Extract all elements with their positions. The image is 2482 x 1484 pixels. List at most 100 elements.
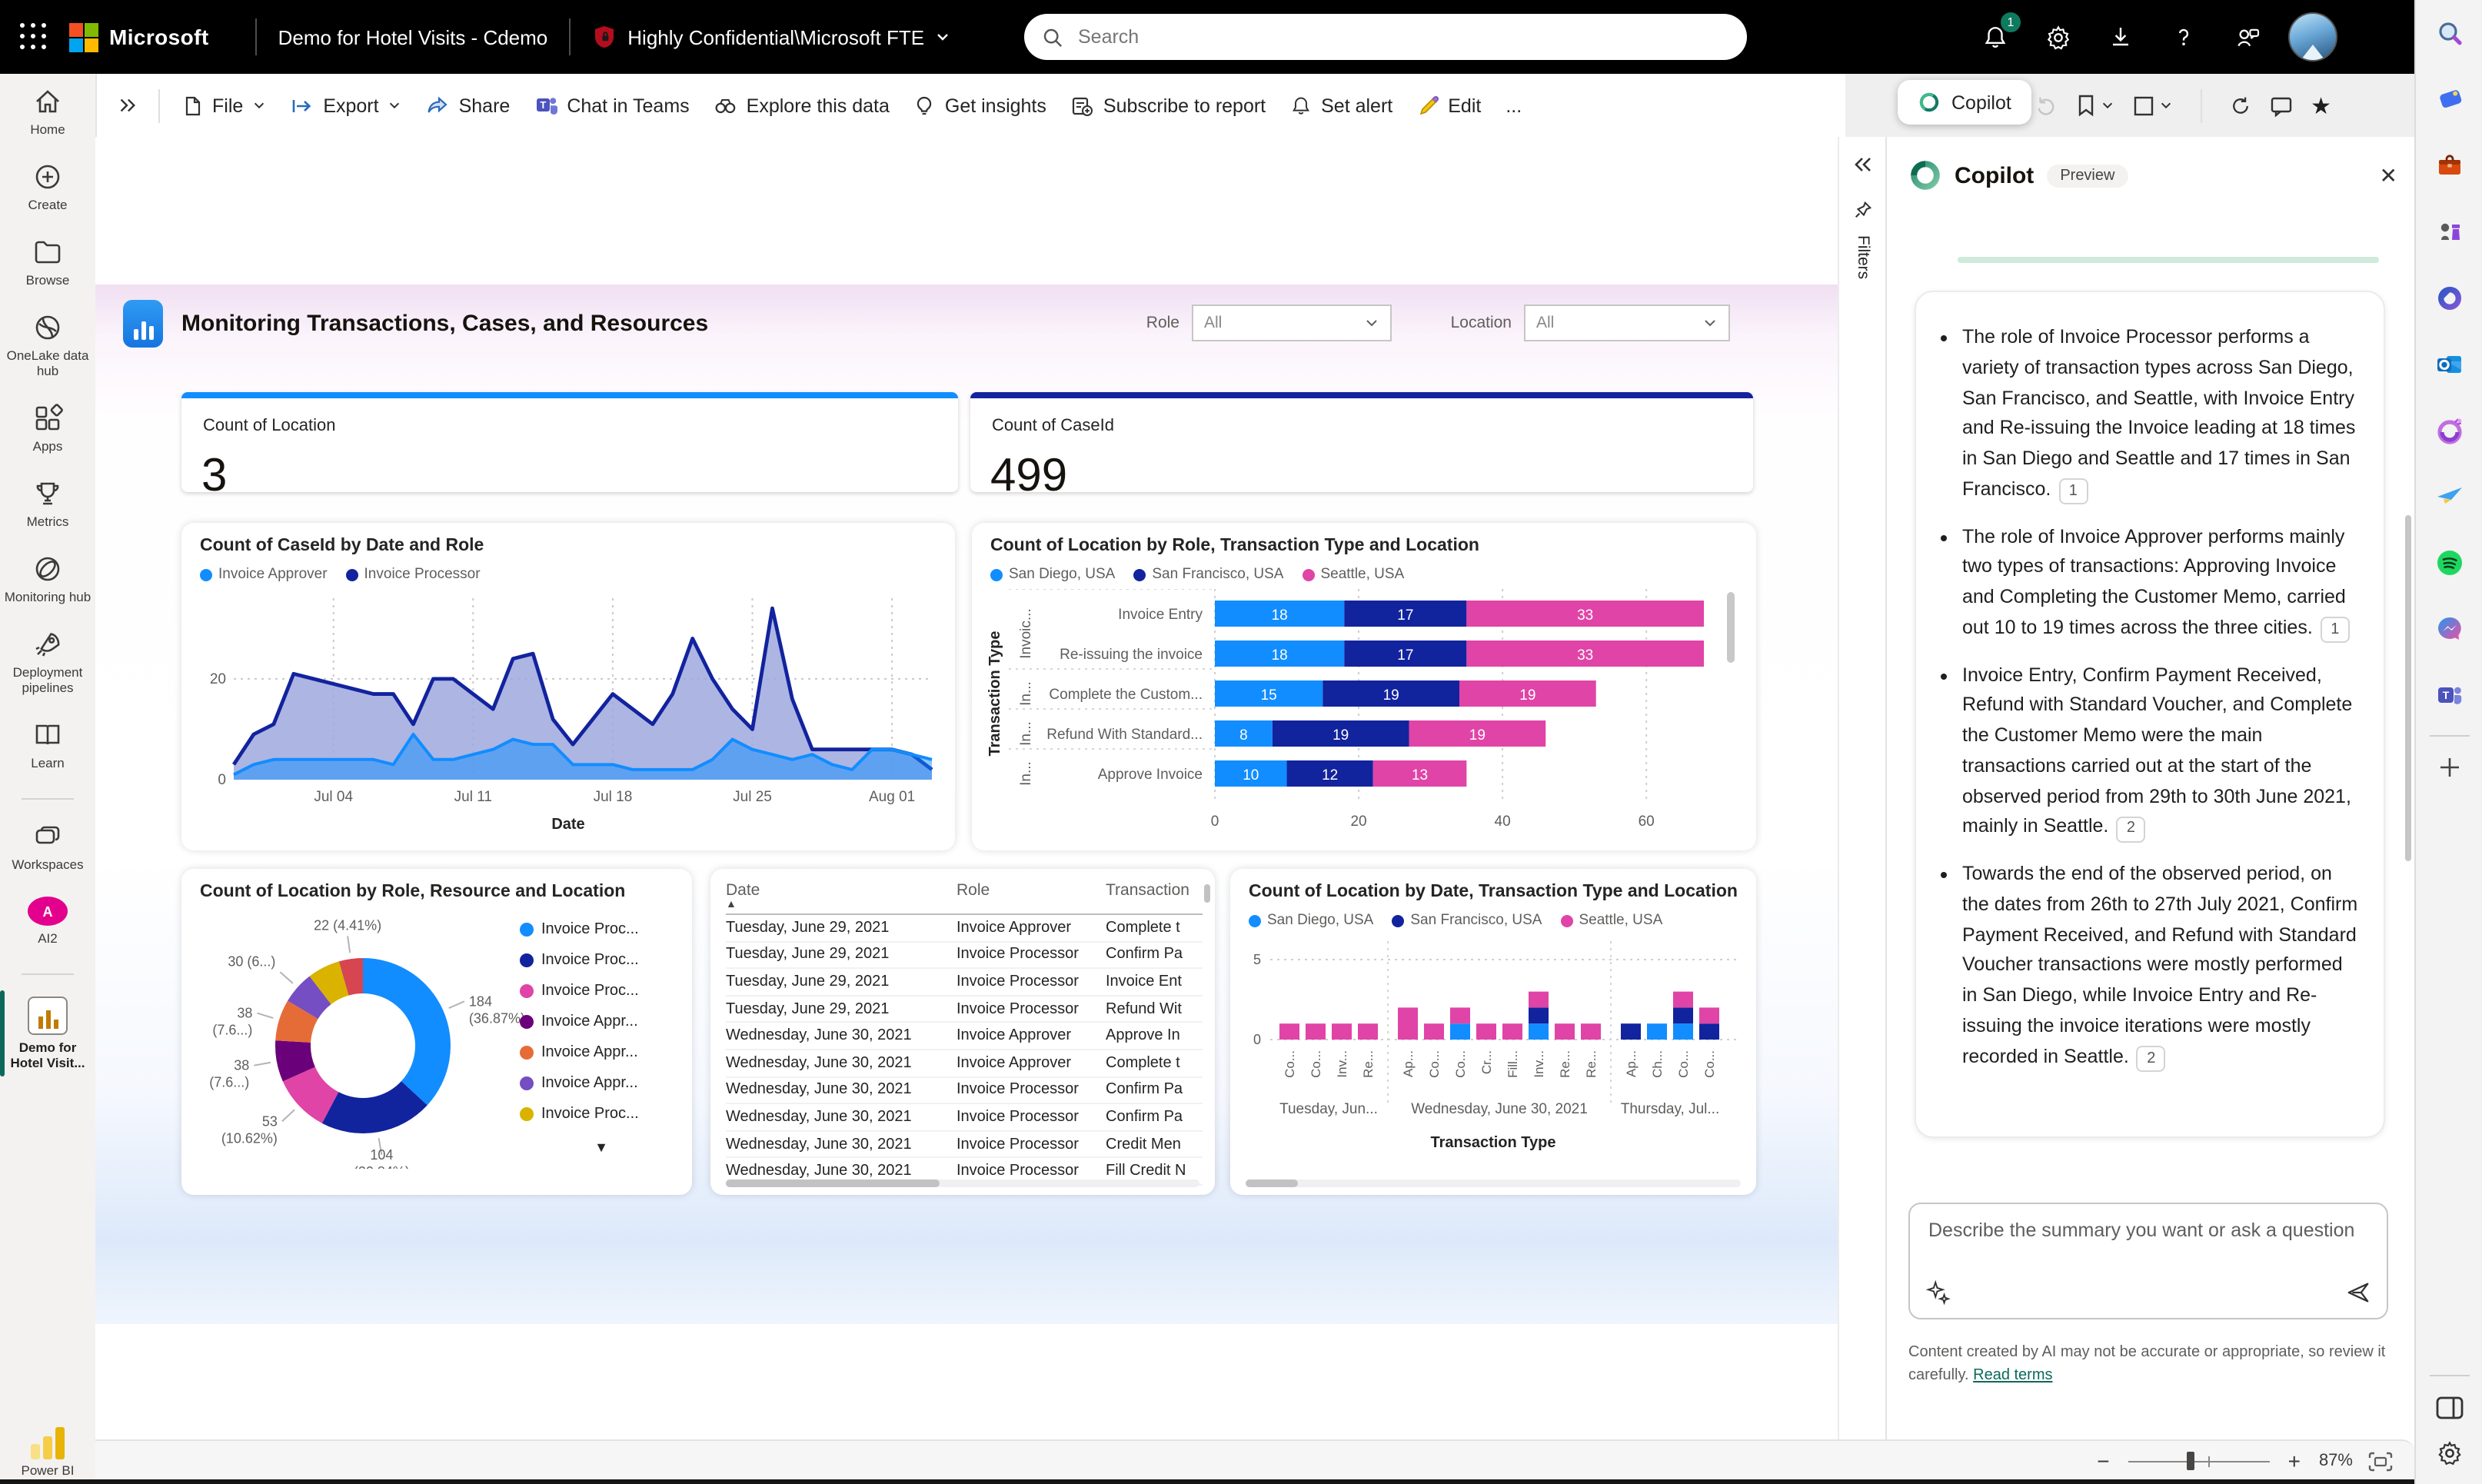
nav-item-apps[interactable]: Apps <box>0 403 95 454</box>
feedback-button[interactable] <box>2225 15 2268 58</box>
copilot-scrollbar[interactable] <box>2405 515 2411 861</box>
legend-item[interactable]: San Francisco, USA <box>1133 566 1283 583</box>
legend-item[interactable]: Invoice Appr... <box>520 1075 683 1092</box>
legend-item[interactable]: Invoice Approver <box>200 566 328 583</box>
more-options-button[interactable]: ... <box>1493 85 1534 125</box>
app-launcher-icon[interactable] <box>20 23 48 51</box>
citation-chip[interactable]: 1 <box>2320 617 2350 644</box>
zoom-in-button[interactable]: + <box>2287 1449 2301 1473</box>
favorite-star-button[interactable]: ★ <box>2311 93 2331 119</box>
nav-item-onelake-data-hub[interactable]: OneLake data hub <box>0 312 95 378</box>
chat-in-teams-button[interactable]: T Chat in Teams <box>522 85 701 126</box>
pin-pane-icon[interactable] <box>1853 200 1873 220</box>
notifications-button[interactable]: 1 <box>1973 12 2021 58</box>
legend-item[interactable]: Invoice Proc... <box>520 921 683 938</box>
sidebar-microsoft365-icon[interactable] <box>2431 280 2468 317</box>
citation-chip[interactable]: 1 <box>2058 478 2088 505</box>
explore-this-data-button[interactable]: Explore this data <box>702 85 902 125</box>
table-horizontal-scrollbar[interactable] <box>726 1180 1199 1187</box>
reset-button[interactable] <box>2034 94 2057 117</box>
view-mode-button[interactable] <box>2132 95 2172 116</box>
nav-item-ai2-workspace[interactable]: A AI2 <box>0 897 95 946</box>
table-row[interactable]: Wednesday, June 30, 2021 Invoice Processo… <box>726 1077 1203 1105</box>
nav-item-browse[interactable]: Browse <box>0 237 95 288</box>
search-input[interactable] <box>1075 25 1728 49</box>
column-chart-scrollbar[interactable] <box>1246 1180 1741 1187</box>
table-row[interactable]: Wednesday, June 30, 2021 Invoice Approver… <box>726 1050 1203 1078</box>
nav-item-home[interactable]: Home <box>0 86 95 137</box>
table-row[interactable]: Tuesday, June 29, 2021 Invoice Processor I… <box>726 969 1203 997</box>
column-header[interactable]: Role <box>957 881 990 900</box>
sidebar-designer-icon[interactable] <box>2431 412 2468 449</box>
area-chart-caseid-by-date-role[interactable]: Count of CaseId by Date and Role Invoice … <box>181 523 955 850</box>
user-avatar[interactable] <box>2288 12 2337 62</box>
table-row[interactable]: Wednesday, June 30, 2021 Invoice Processo… <box>726 1132 1203 1159</box>
copilot-prompt-input[interactable] <box>1925 1216 2371 1275</box>
microsoft-logo[interactable]: Microsoft <box>69 22 209 52</box>
nav-item-deployment-pipelines[interactable]: Deployment pipelines <box>0 629 95 695</box>
sparkle-icon[interactable] <box>1925 1279 1951 1306</box>
table-row[interactable]: Tuesday, June 29, 2021 Invoice Approver Co… <box>726 915 1203 943</box>
nav-item-monitoring-hub[interactable]: Monitoring hub <box>0 554 95 604</box>
location-filter-dropdown[interactable]: All <box>1524 304 1730 341</box>
sidebar-drop-icon[interactable] <box>2431 478 2468 515</box>
help-button[interactable] <box>2162 15 2205 58</box>
get-insights-button[interactable]: Get insights <box>902 85 1059 125</box>
settings-gear-button[interactable] <box>2036 15 2079 58</box>
column-header[interactable]: Date ▲ <box>726 881 760 910</box>
table-row[interactable]: Wednesday, June 30, 2021 Invoice Processo… <box>726 1104 1203 1132</box>
legend-scroll-caret[interactable]: ▼ <box>594 1140 608 1155</box>
column-header[interactable]: Transaction <box>1106 881 1189 900</box>
sidebar-toolbox-icon[interactable] <box>2431 148 2468 185</box>
sidebar-panel-icon[interactable] <box>2431 1389 2468 1426</box>
edit-button[interactable]: Edit <box>1405 85 1493 125</box>
expand-pane-button[interactable] <box>105 86 149 125</box>
zoom-out-button[interactable]: − <box>2097 1449 2110 1473</box>
table-vertical-scrollbar[interactable] <box>1204 884 1210 903</box>
nav-item-workspaces[interactable]: Workspaces <box>0 821 95 872</box>
kpi-card-count-of-caseid[interactable]: Count of CaseId 499 <box>970 392 1753 501</box>
nav-item-create[interactable]: Create <box>0 161 95 212</box>
nav-item-learn[interactable]: Learn <box>0 720 95 770</box>
nav-item-metrics[interactable]: Metrics <box>0 478 95 529</box>
legend-item[interactable]: San Diego, USA <box>1249 912 1373 929</box>
legend-item[interactable]: Invoice Processor <box>345 566 481 583</box>
legend-item[interactable]: Seattle, USA <box>1560 912 1662 929</box>
table-row[interactable]: Tuesday, June 29, 2021 Invoice Processor R… <box>726 997 1203 1023</box>
file-menu-button[interactable]: File <box>169 85 278 125</box>
nav-item-current-report[interactable]: Demo for Hotel Visit... <box>0 990 95 1077</box>
sidebar-outlook-icon[interactable] <box>2431 346 2468 383</box>
sensitivity-label-dropdown[interactable]: Highly Confidential\Microsoft FTE <box>592 25 950 49</box>
legend-item[interactable]: Invoice Appr... <box>520 1044 683 1061</box>
sidebar-search-icon[interactable] <box>2431 15 2468 52</box>
sidebar-settings-icon[interactable] <box>2431 1435 2468 1472</box>
refresh-button[interactable] <box>2229 95 2251 116</box>
subscribe-to-report-button[interactable]: Subscribe to report <box>1059 85 1278 125</box>
citation-chip[interactable]: 2 <box>2136 1045 2166 1072</box>
close-copilot-icon[interactable]: ✕ <box>2379 162 2397 187</box>
legend-item[interactable]: Invoice Proc... <box>520 952 683 969</box>
copilot-toolbar-button[interactable]: Copilot <box>1898 80 2031 125</box>
table-row[interactable]: Wednesday, June 30, 2021 Invoice Approver… <box>726 1023 1203 1050</box>
stacked-bar-chart-location-by-role-transaction[interactable]: Count of Location by Role, Transaction T… <box>972 523 1756 850</box>
send-icon[interactable] <box>2345 1279 2371 1306</box>
zoom-slider-handle[interactable] <box>2186 1452 2194 1470</box>
read-terms-link[interactable]: Read terms <box>1973 1367 2053 1384</box>
share-button[interactable]: Share <box>414 85 523 125</box>
comments-button[interactable] <box>2269 95 2292 116</box>
sidebar-games-icon[interactable] <box>2431 214 2468 251</box>
column-chart-location-by-date-transaction[interactable]: Count of Location by Date, Transaction T… <box>1230 869 1756 1195</box>
sidebar-spotify-icon[interactable] <box>2431 544 2468 581</box>
bookmarks-button[interactable] <box>2075 94 2114 117</box>
sidebar-messenger-icon[interactable] <box>2431 611 2468 647</box>
kpi-card-count-of-location[interactable]: Count of Location 3 <box>181 392 958 501</box>
fit-to-page-icon[interactable] <box>2368 1451 2393 1471</box>
citation-chip[interactable]: 2 <box>2116 816 2146 843</box>
table-visual-transactions[interactable]: Date ▲ Role Transaction Tuesday, June 29, 20… <box>710 869 1215 1195</box>
collapse-pane-icon[interactable] <box>1852 154 1874 175</box>
legend-item[interactable]: San Francisco, USA <box>1392 912 1542 929</box>
set-alert-button[interactable]: Set alert <box>1278 85 1405 125</box>
filters-pane-label[interactable]: Filters <box>1854 235 1872 280</box>
donut-chart-location-by-role-resource[interactable]: Count of Location by Role, Resource and … <box>181 869 692 1195</box>
table-row[interactable]: Tuesday, June 29, 2021 Invoice Processor C… <box>726 942 1203 970</box>
